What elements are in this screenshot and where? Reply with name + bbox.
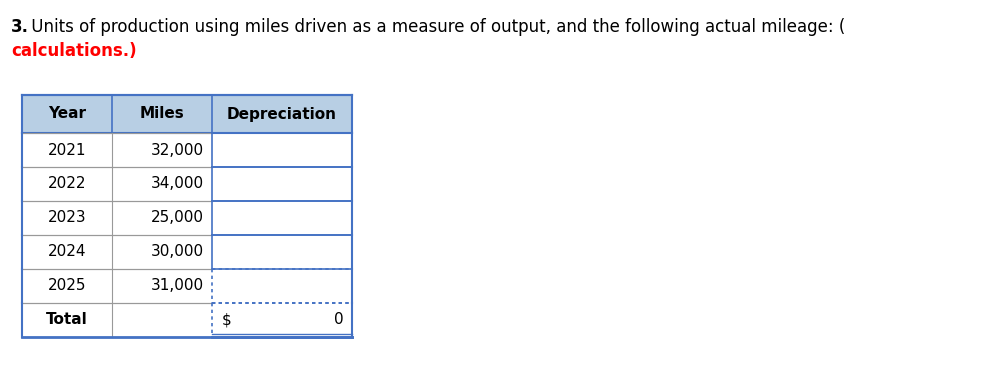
Text: $: $ <box>222 313 232 328</box>
Text: 25,000: 25,000 <box>151 211 204 226</box>
Text: 31,000: 31,000 <box>151 279 204 294</box>
Text: 2025: 2025 <box>48 279 86 294</box>
Text: Miles: Miles <box>140 107 184 122</box>
Text: 30,000: 30,000 <box>151 245 204 260</box>
Text: Total: Total <box>47 313 88 328</box>
Text: 34,000: 34,000 <box>151 177 204 191</box>
Text: calculations.): calculations.) <box>11 42 137 60</box>
Text: 0: 0 <box>334 313 344 328</box>
Text: Year: Year <box>48 107 86 122</box>
Text: Depreciation: Depreciation <box>227 107 337 122</box>
Text: 2024: 2024 <box>48 245 86 260</box>
Text: 3.: 3. <box>11 18 29 36</box>
Text: 2021: 2021 <box>48 142 86 157</box>
Text: 2022: 2022 <box>48 177 86 191</box>
Text: Units of production using miles driven as a measure of output, and the following: Units of production using miles driven a… <box>26 18 845 36</box>
Text: 32,000: 32,000 <box>151 142 204 157</box>
Text: 2023: 2023 <box>48 211 86 226</box>
